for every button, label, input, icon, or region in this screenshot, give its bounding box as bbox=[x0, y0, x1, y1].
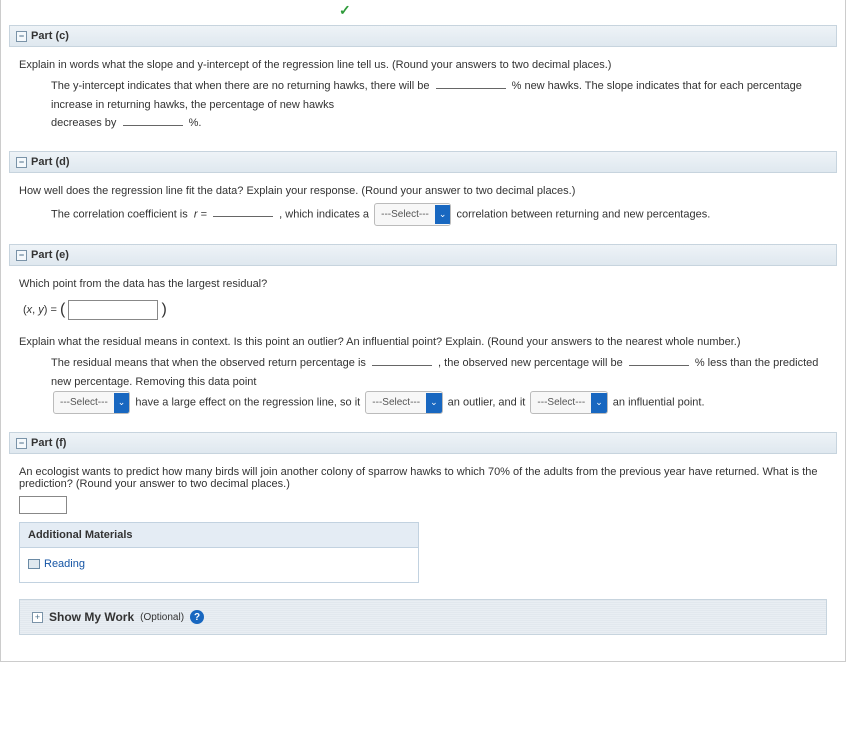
part-f-prompt: An ecologist wants to predict how many b… bbox=[19, 466, 827, 490]
xy-input[interactable] bbox=[68, 300, 158, 320]
part-d-header[interactable]: − Part (d) bbox=[9, 151, 837, 173]
part-e-header[interactable]: − Part (e) bbox=[9, 244, 837, 266]
part-label: Part (f) bbox=[31, 437, 66, 449]
text: %. bbox=[189, 117, 202, 129]
select-effect[interactable]: ---Select--- ⌄ bbox=[53, 391, 130, 414]
blank-new-pct[interactable] bbox=[629, 354, 689, 366]
chevron-down-icon: ⌄ bbox=[435, 205, 451, 224]
part-label: Part (e) bbox=[31, 249, 69, 261]
prediction-input[interactable] bbox=[19, 496, 67, 514]
optional-label: (Optional) bbox=[140, 612, 184, 623]
part-f-body: An ecologist wants to predict how many b… bbox=[9, 454, 837, 653]
part-e-prompt1: Which point from the data has the larges… bbox=[19, 278, 827, 290]
collapse-icon[interactable]: − bbox=[16, 250, 27, 261]
text: The y-intercept indicates that when ther… bbox=[51, 80, 429, 92]
select-correlation-strength[interactable]: ---Select--- ⌄ bbox=[374, 203, 451, 226]
reading-link[interactable]: Reading bbox=[28, 558, 85, 570]
part-label: Part (c) bbox=[31, 30, 69, 42]
chevron-down-icon: ⌄ bbox=[591, 393, 607, 412]
part-c-answer: The y-intercept indicates that when ther… bbox=[19, 77, 827, 133]
close-paren: ) bbox=[161, 301, 166, 318]
text: The correlation coefficient is r = bbox=[51, 208, 207, 220]
select-influential[interactable]: ---Select--- ⌄ bbox=[530, 391, 607, 414]
part-e-body: Which point from the data has the larges… bbox=[9, 266, 837, 432]
xy-label: (x, y) = bbox=[23, 304, 60, 316]
chevron-down-icon: ⌄ bbox=[114, 393, 130, 412]
question-container: ✓ − Part (c) Explain in words what the s… bbox=[0, 0, 846, 662]
part-e-prompt2: Explain what the residual means in conte… bbox=[19, 336, 827, 348]
select-placeholder: ---Select--- bbox=[375, 204, 435, 225]
reading-label: Reading bbox=[44, 558, 85, 570]
select-placeholder: ---Select--- bbox=[366, 392, 426, 413]
additional-materials-header: Additional Materials bbox=[19, 522, 419, 548]
text: have a large effect on the regression li… bbox=[135, 397, 360, 409]
expand-icon[interactable]: + bbox=[32, 612, 43, 623]
check-icon: ✓ bbox=[339, 2, 351, 18]
blank-r[interactable] bbox=[213, 205, 273, 217]
text: correlation between returning and new pe… bbox=[457, 208, 711, 220]
text: decreases by bbox=[51, 117, 116, 129]
blank-return-pct[interactable] bbox=[372, 354, 432, 366]
additional-materials-body: Reading bbox=[19, 548, 419, 583]
part-c-body: Explain in words what the slope and y-in… bbox=[9, 47, 837, 151]
additional-materials-label: Additional Materials bbox=[28, 529, 133, 541]
help-icon[interactable]: ? bbox=[190, 610, 204, 624]
part-d-answer: The correlation coefficient is r = , whi… bbox=[19, 203, 827, 226]
select-outlier[interactable]: ---Select--- ⌄ bbox=[365, 391, 442, 414]
blank-slope[interactable] bbox=[123, 114, 183, 126]
part-d-body: How well does the regression line fit th… bbox=[9, 173, 837, 244]
collapse-icon[interactable]: − bbox=[16, 438, 27, 449]
collapse-icon[interactable]: − bbox=[16, 31, 27, 42]
previous-answer-check: ✓ bbox=[9, 0, 837, 25]
blank-yintercept[interactable] bbox=[436, 77, 506, 89]
text: , which indicates a bbox=[279, 208, 369, 220]
text: The residual means that when the observe… bbox=[51, 357, 366, 369]
book-icon bbox=[28, 559, 40, 569]
xy-input-row: (x, y) = ( ) bbox=[23, 300, 827, 320]
select-placeholder: ---Select--- bbox=[54, 392, 114, 413]
part-f-header[interactable]: − Part (f) bbox=[9, 432, 837, 454]
collapse-icon[interactable]: − bbox=[16, 157, 27, 168]
part-c-header[interactable]: − Part (c) bbox=[9, 25, 837, 47]
part-d-prompt: How well does the regression line fit th… bbox=[19, 185, 827, 197]
show-my-work-label: Show My Work bbox=[49, 610, 134, 624]
text: an outlier, and it bbox=[448, 397, 526, 409]
show-my-work-panel[interactable]: + Show My Work (Optional) ? bbox=[19, 599, 827, 635]
text: an influential point. bbox=[613, 397, 705, 409]
chevron-down-icon: ⌄ bbox=[426, 393, 442, 412]
text: , the observed new percentage will be bbox=[438, 357, 623, 369]
part-c-prompt: Explain in words what the slope and y-in… bbox=[19, 59, 827, 71]
select-placeholder: ---Select--- bbox=[531, 392, 591, 413]
part-e-answer: The residual means that when the observe… bbox=[19, 354, 827, 414]
part-label: Part (d) bbox=[31, 156, 70, 168]
open-paren: ( bbox=[60, 301, 65, 318]
